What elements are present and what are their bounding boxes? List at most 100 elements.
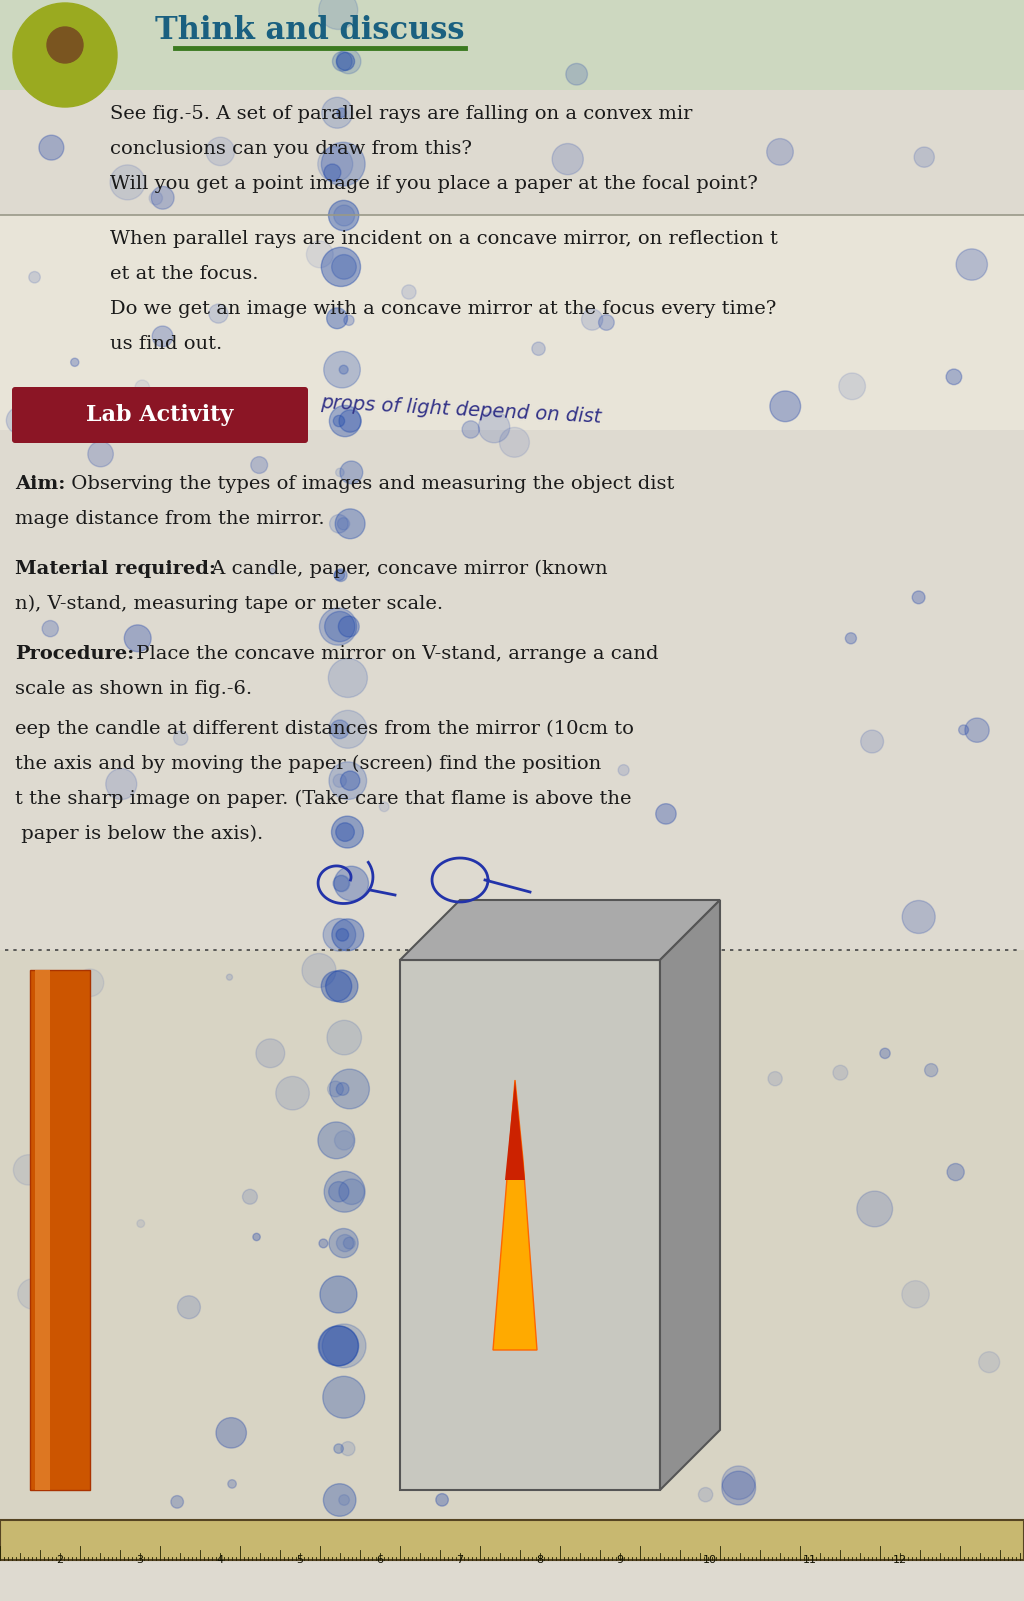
Circle shape	[227, 1479, 237, 1489]
Circle shape	[39, 134, 63, 160]
Circle shape	[269, 568, 275, 575]
Circle shape	[334, 205, 354, 226]
Circle shape	[322, 142, 366, 186]
Circle shape	[768, 1071, 782, 1085]
Circle shape	[329, 658, 368, 698]
Text: Do we get an image with a concave mirror at the focus every time?: Do we get an image with a concave mirror…	[110, 299, 776, 319]
Text: 9: 9	[616, 1555, 624, 1566]
Circle shape	[770, 391, 801, 421]
Circle shape	[69, 1327, 86, 1345]
Circle shape	[76, 969, 103, 996]
Circle shape	[335, 1130, 354, 1150]
Text: Material required:: Material required:	[15, 560, 216, 578]
Circle shape	[324, 919, 355, 951]
Circle shape	[275, 1076, 309, 1109]
Circle shape	[329, 200, 358, 231]
Circle shape	[333, 876, 350, 892]
Circle shape	[88, 442, 114, 467]
Circle shape	[51, 1370, 74, 1394]
Circle shape	[13, 3, 117, 107]
Polygon shape	[493, 1081, 537, 1350]
Circle shape	[330, 405, 360, 437]
Circle shape	[209, 304, 228, 323]
Circle shape	[478, 411, 510, 443]
Circle shape	[326, 970, 358, 1002]
Polygon shape	[400, 961, 660, 1491]
Circle shape	[334, 866, 369, 901]
Circle shape	[334, 1444, 343, 1454]
Circle shape	[150, 192, 163, 205]
Circle shape	[339, 1178, 365, 1204]
Text: 3: 3	[136, 1555, 143, 1566]
Circle shape	[319, 1276, 357, 1313]
Circle shape	[379, 802, 389, 812]
Circle shape	[322, 98, 352, 128]
Circle shape	[251, 456, 267, 474]
Circle shape	[343, 1238, 355, 1249]
Bar	[0, 949, 1024, 1559]
Circle shape	[947, 1164, 965, 1180]
Circle shape	[324, 163, 341, 181]
Circle shape	[337, 517, 349, 530]
Circle shape	[339, 365, 348, 375]
Circle shape	[336, 50, 360, 74]
Circle shape	[329, 762, 367, 799]
Circle shape	[341, 1441, 355, 1455]
Circle shape	[332, 255, 356, 279]
Circle shape	[552, 144, 584, 175]
Circle shape	[335, 568, 347, 581]
Circle shape	[25, 1537, 35, 1547]
Circle shape	[767, 139, 794, 165]
Bar	[0, 0, 1024, 90]
Circle shape	[306, 240, 333, 267]
Circle shape	[319, 1239, 328, 1247]
Circle shape	[253, 1233, 260, 1241]
Circle shape	[618, 765, 629, 775]
Text: eep the candle at different distances from the mirror (10cm to: eep the candle at different distances fr…	[15, 720, 634, 738]
Circle shape	[42, 621, 58, 637]
Text: 2: 2	[56, 1555, 63, 1566]
Circle shape	[47, 27, 83, 62]
Text: Observing the types of images and measuring the object dist: Observing the types of images and measur…	[65, 475, 675, 493]
Circle shape	[925, 1063, 938, 1077]
Circle shape	[324, 1484, 356, 1516]
Circle shape	[137, 1220, 144, 1228]
Circle shape	[339, 365, 348, 375]
Circle shape	[958, 725, 969, 735]
Circle shape	[902, 1281, 929, 1308]
Text: Will you get a point image if you place a paper at the focal point?: Will you get a point image if you place …	[110, 175, 758, 194]
Circle shape	[302, 954, 336, 988]
Circle shape	[71, 359, 79, 367]
Text: conclusions can you draw from this?: conclusions can you draw from this?	[110, 139, 472, 158]
Circle shape	[243, 1190, 257, 1204]
Circle shape	[462, 421, 479, 439]
Circle shape	[13, 1154, 44, 1185]
Text: See fig.-5. A set of parallel rays are falling on a convex mir: See fig.-5. A set of parallel rays are f…	[110, 106, 692, 123]
Circle shape	[337, 1234, 353, 1252]
Circle shape	[698, 1487, 713, 1502]
Circle shape	[339, 1495, 349, 1505]
Circle shape	[333, 876, 349, 892]
Circle shape	[319, 608, 356, 645]
Circle shape	[216, 1417, 247, 1447]
Circle shape	[152, 186, 174, 210]
FancyBboxPatch shape	[12, 387, 308, 443]
Circle shape	[946, 370, 962, 384]
Circle shape	[333, 51, 352, 70]
Circle shape	[29, 272, 40, 283]
Circle shape	[337, 53, 354, 70]
Circle shape	[332, 817, 364, 849]
Text: 4: 4	[216, 1555, 223, 1566]
Circle shape	[329, 711, 367, 748]
Circle shape	[105, 768, 137, 799]
Circle shape	[846, 632, 856, 644]
Circle shape	[332, 919, 364, 951]
Circle shape	[329, 1182, 349, 1202]
Text: Aim:: Aim:	[15, 475, 66, 493]
Polygon shape	[400, 900, 720, 961]
Text: 8: 8	[537, 1555, 544, 1566]
Circle shape	[322, 970, 351, 1001]
Text: Procedure:: Procedure:	[15, 645, 134, 663]
Text: mage distance from the mirror.: mage distance from the mirror.	[15, 511, 325, 528]
Text: 12: 12	[893, 1555, 907, 1566]
